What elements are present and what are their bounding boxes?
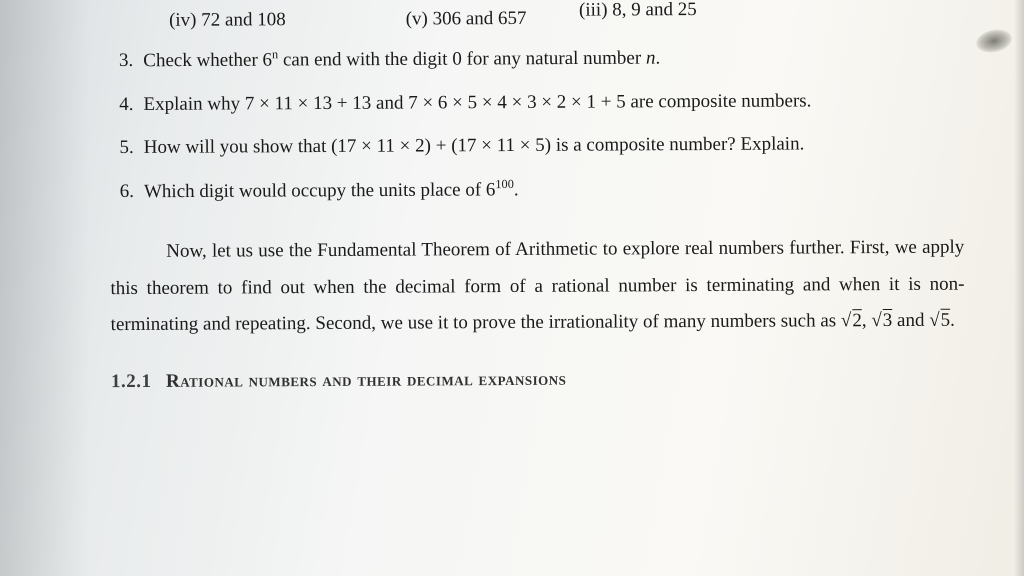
question-6: 6. Which digit would occupy the units pl… [110, 172, 964, 206]
question-number: 4. [109, 90, 143, 120]
para-period: . [950, 309, 955, 330]
option-iv: (iv) 72 and 108 [169, 9, 286, 32]
question-number: 5. [110, 133, 144, 163]
para-text: Now, let us use the Fundamental Theorem … [110, 237, 964, 335]
question-body: How will you show that (17 × 11 × 2) + (… [144, 129, 964, 163]
q3-text-b: can end with the digit 0 for any natural… [278, 48, 646, 71]
question-5: 5. How will you show that (17 × 11 × 2) … [110, 129, 964, 163]
sqrt-icon [841, 310, 852, 331]
para-and: and [892, 309, 929, 330]
option-iii: (iii) 8, 9 and 25 [579, 0, 697, 22]
question-number: 3. [109, 46, 143, 76]
textbook-page: (iii) 8, 9 and 25 (iv) 72 and 108 (v) 30… [0, 0, 1024, 403]
q6-text-b: . [514, 179, 519, 200]
para-comma: , [862, 310, 872, 331]
section-heading: 1.2.1 Rational numbers and their decimal… [111, 366, 965, 392]
question-4: 4. Explain why 7 × 11 × 13 + 13 and 7 × … [109, 85, 963, 119]
question-body: Check whether 6 n can end with the digit … [143, 42, 963, 76]
sqrt-2: 2 [851, 310, 862, 331]
sqrt-icon [871, 310, 882, 331]
section-title: Rational numbers and their decimal expan… [166, 368, 567, 391]
q3-variable: n [646, 48, 656, 69]
section-number: 1.2.1 [111, 371, 152, 392]
q6-exponent: 100 [495, 177, 514, 191]
sqrt-icon [929, 309, 940, 330]
sqrt-3: 3 [882, 310, 893, 331]
options-row: (iv) 72 and 108 (v) 306 and 657 [109, 6, 963, 32]
explanatory-paragraph: Now, let us use the Fundamental Theorem … [110, 230, 965, 343]
q6-text-a: Which digit would occupy the units place… [144, 179, 496, 202]
question-3: 3. Check whether 6 n can end with the dig… [109, 42, 963, 76]
question-number: 6. [110, 177, 144, 207]
q3-text-a: Check whether 6 [143, 50, 272, 72]
question-body: Explain why 7 × 11 × 13 + 13 and 7 × 6 ×… [143, 85, 963, 119]
q3-text-c: . [655, 48, 660, 69]
question-body: Which digit would occupy the units place… [144, 172, 964, 206]
option-v: (v) 306 and 657 [406, 8, 527, 31]
sqrt-5: 5 [940, 309, 951, 330]
